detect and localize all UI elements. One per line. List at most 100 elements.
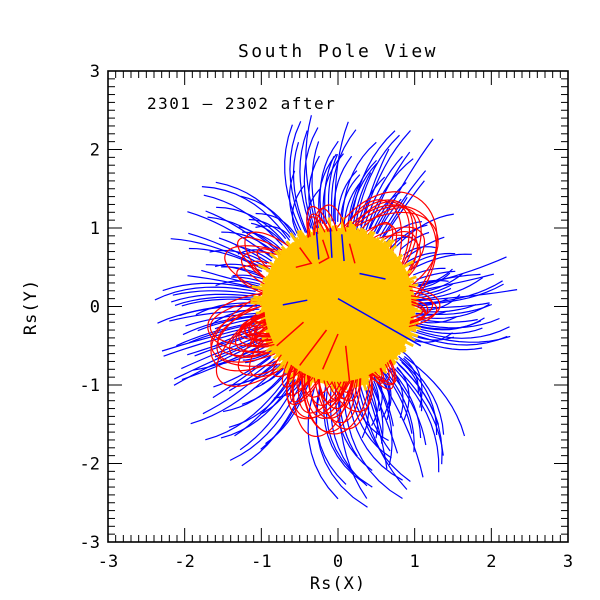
open-field-line [292, 142, 308, 234]
open-field-line [322, 153, 344, 226]
closed-field-line [224, 245, 287, 294]
open-field-line [162, 282, 259, 292]
sun-spike [392, 256, 403, 266]
sun-spike [282, 248, 291, 258]
open-field-line [411, 333, 508, 346]
plot-title: South Pole View [238, 41, 438, 62]
open-field-line [385, 221, 422, 244]
open-field-line [242, 231, 281, 249]
disk-mark [295, 247, 313, 269]
sun-spike [260, 315, 271, 321]
y-tick-label: 1 [90, 219, 100, 239]
open-field-line [379, 170, 427, 237]
sun-spike [273, 260, 283, 268]
open-field-line [187, 275, 259, 290]
open-field-line [303, 127, 319, 232]
sun-spike [382, 358, 390, 368]
sun-spike [400, 332, 416, 342]
sun-spike [255, 310, 270, 315]
open-field-line [355, 134, 400, 225]
closed-field-line [408, 295, 438, 328]
sun-spike [310, 372, 317, 383]
open-field-line [376, 376, 383, 412]
open-field-line [284, 124, 305, 237]
sun-spike [274, 250, 287, 262]
sun-spike [250, 298, 270, 303]
closed-field-lines-foreground [240, 204, 441, 437]
closed-field-line [369, 362, 394, 390]
open-field-line [414, 279, 449, 285]
sun-spike [262, 276, 274, 284]
open-field-line [375, 378, 394, 427]
y-axis-title: Rs(Y) [21, 279, 41, 335]
open-field-line [415, 311, 446, 316]
open-field-line [299, 130, 312, 229]
sun-spike [265, 275, 275, 282]
closed-field-line [313, 204, 347, 236]
sun-spike [303, 369, 311, 381]
closed-field-line [348, 201, 411, 267]
sun-spike [404, 321, 414, 327]
open-field-line [171, 293, 259, 303]
open-field-line [361, 382, 370, 439]
closed-field-line [308, 213, 331, 237]
closed-field-line [240, 313, 271, 338]
closed-field-line [372, 234, 421, 279]
sun-spike [372, 236, 380, 247]
closed-field-line [296, 370, 312, 390]
sun-spike [386, 250, 395, 259]
open-field-line [417, 256, 507, 287]
open-field-line [367, 380, 379, 439]
open-field-line [381, 377, 391, 419]
disk-mark [344, 345, 351, 382]
closed-field-line [210, 304, 289, 367]
disk-mark [318, 239, 330, 264]
sun-spike [389, 351, 399, 361]
disk-surface-marks [276, 227, 422, 382]
sun-spike [269, 345, 282, 356]
open-field-line [365, 158, 414, 231]
open-field-line [351, 172, 372, 228]
sun-spike [365, 230, 373, 243]
sun-spike [393, 346, 402, 353]
open-field-line [355, 176, 386, 231]
open-field-line [410, 330, 511, 343]
sun-spike [298, 229, 309, 245]
disk-mark [322, 333, 339, 370]
open-field-line [220, 378, 295, 439]
open-field-line [174, 296, 260, 306]
open-field-line [421, 304, 477, 313]
open-field-line [346, 159, 377, 228]
sun-spike [285, 359, 295, 370]
y-tick-label: 2 [90, 141, 100, 161]
closed-field-line [244, 231, 292, 284]
open-field-line [207, 216, 280, 254]
open-field-line [381, 180, 425, 241]
sun-spike [260, 283, 272, 289]
x-tick-label: -2 [174, 552, 194, 572]
open-field-line [395, 361, 443, 465]
closed-field-line [306, 206, 333, 238]
open-field-line [172, 290, 262, 296]
sun-spike [391, 253, 404, 264]
sun-spike [367, 230, 376, 244]
open-field-line [383, 370, 413, 434]
open-field-line [215, 181, 296, 242]
open-field-line [205, 264, 262, 278]
sun-spike [401, 331, 413, 339]
open-field-line [408, 252, 456, 267]
disk-mark [348, 243, 356, 264]
sun-spike [374, 239, 382, 249]
open-field-line [289, 121, 307, 233]
open-field-line [389, 367, 422, 439]
open-field-line [240, 195, 297, 240]
open-field-line [347, 390, 403, 481]
sun-spike [277, 352, 288, 363]
open-field-line [376, 198, 402, 235]
sun-spike [270, 339, 279, 346]
open-field-line [337, 387, 368, 499]
open-field-line [250, 222, 283, 243]
sun-spike [381, 238, 395, 254]
open-field-line [396, 367, 444, 456]
y-tick-label: 0 [90, 298, 100, 318]
